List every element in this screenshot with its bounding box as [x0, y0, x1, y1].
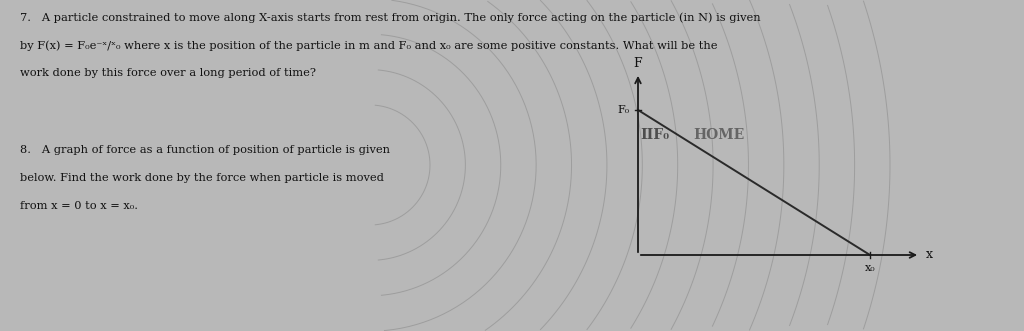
Text: 7.   A particle constrained to move along X-axis starts from rest from origin. T: 7. A particle constrained to move along … [20, 12, 761, 23]
Text: by F(x) = F₀e⁻ˣ/ˣ₀ where x is the position of the particle in m and F₀ and x₀ ar: by F(x) = F₀e⁻ˣ/ˣ₀ where x is the positi… [20, 40, 718, 51]
Text: F: F [634, 57, 642, 70]
Text: below. Find the work done by the force when particle is moved: below. Find the work done by the force w… [20, 173, 384, 183]
Text: work done by this force over a long period of time?: work done by this force over a long peri… [20, 68, 316, 78]
Text: x₀: x₀ [864, 263, 876, 273]
Text: x: x [926, 249, 933, 261]
Text: F₀: F₀ [617, 105, 630, 115]
Text: HOME: HOME [693, 128, 744, 142]
Text: 8.   A graph of force as a function of position of particle is given: 8. A graph of force as a function of pos… [20, 145, 390, 155]
Text: from x = 0 to x = x₀.: from x = 0 to x = x₀. [20, 201, 138, 211]
Text: IIF₀: IIF₀ [640, 128, 669, 142]
